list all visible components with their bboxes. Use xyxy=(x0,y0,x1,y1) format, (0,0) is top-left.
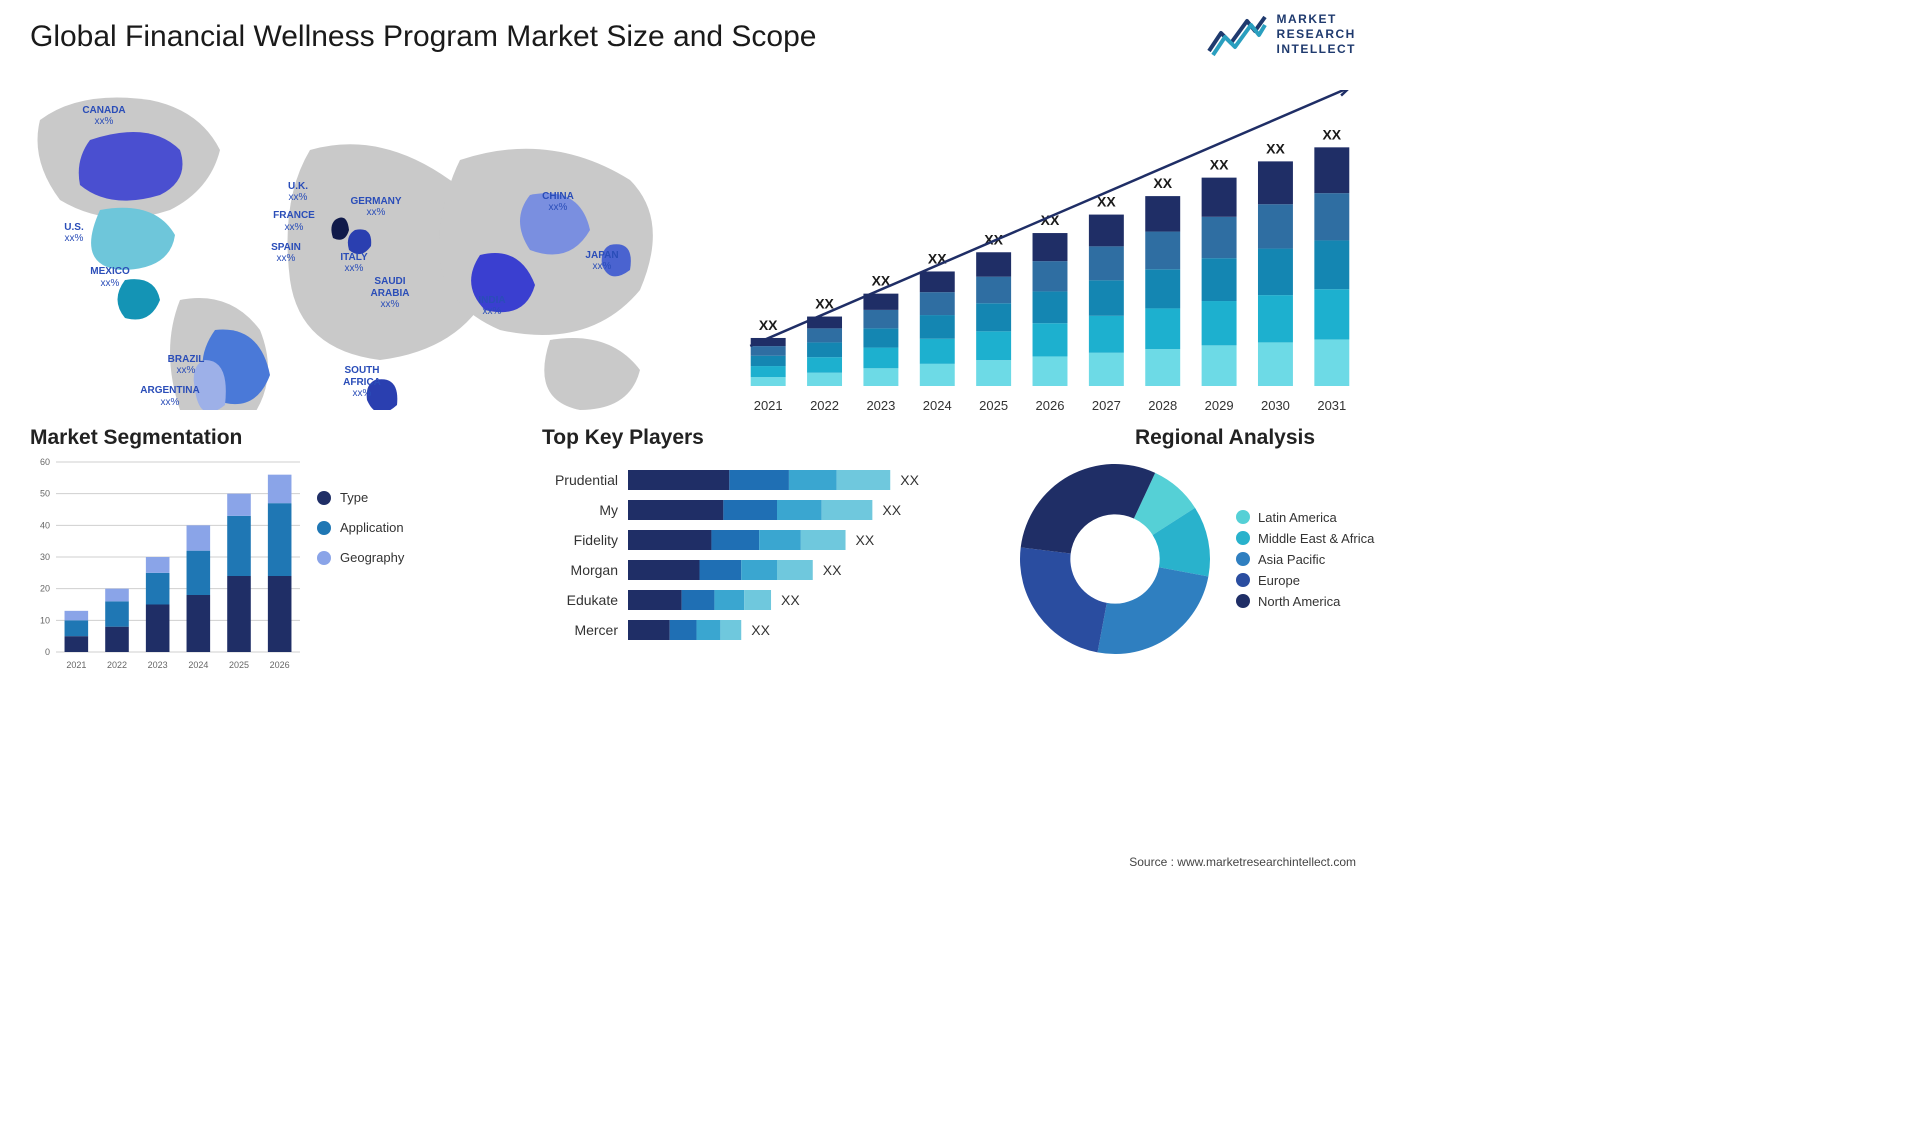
regional-title: Regional Analysis xyxy=(1010,426,1440,450)
svg-text:XX: XX xyxy=(823,562,842,578)
segmentation-section: Market Segmentation 0 10 20 30 40 50 60 2021 202… xyxy=(30,426,470,674)
map-label: GERMANYxx% xyxy=(350,196,401,219)
svg-text:2025: 2025 xyxy=(979,398,1008,413)
svg-text:2026: 2026 xyxy=(1036,398,1065,413)
brand-logo: MARKET RESEARCH INTELLECT xyxy=(1207,12,1357,57)
segmentation-title: Market Segmentation xyxy=(30,426,470,450)
players-title: Top Key Players xyxy=(542,426,972,450)
svg-text:2023: 2023 xyxy=(148,660,168,670)
regional-donut-chart xyxy=(1010,454,1220,664)
map-label: BRAZILxx% xyxy=(168,354,205,377)
svg-text:My: My xyxy=(599,502,618,518)
logo-mark-icon xyxy=(1207,13,1267,57)
page-title: Global Financial Wellness Program Market… xyxy=(30,20,816,54)
map-label: CANADAxx% xyxy=(82,105,125,128)
svg-text:10: 10 xyxy=(40,615,50,625)
logo-line1: MARKET xyxy=(1277,12,1357,27)
svg-text:2031: 2031 xyxy=(1317,398,1346,413)
svg-text:2024: 2024 xyxy=(188,660,208,670)
svg-text:XX: XX xyxy=(759,317,778,333)
svg-text:Mercer: Mercer xyxy=(574,622,618,638)
svg-text:30: 30 xyxy=(40,552,50,562)
legend-swatch-icon xyxy=(1236,573,1250,587)
svg-text:Morgan: Morgan xyxy=(571,562,618,578)
map-label: JAPANxx% xyxy=(585,250,618,273)
world-map: CANADAxx% U.S.xx% MEXICOxx% BRAZILxx% ARGENT… xyxy=(30,80,690,410)
svg-text:2026: 2026 xyxy=(270,660,290,670)
logo-line3: INTELLECT xyxy=(1277,42,1357,57)
world-map-svg xyxy=(30,80,690,410)
map-label: U.K.xx% xyxy=(288,181,308,204)
svg-text:60: 60 xyxy=(40,457,50,467)
legend-item: Latin America xyxy=(1236,510,1374,525)
svg-text:40: 40 xyxy=(40,520,50,530)
svg-text:XX: XX xyxy=(815,296,834,312)
logo-text: MARKET RESEARCH INTELLECT xyxy=(1277,12,1357,57)
svg-text:XX: XX xyxy=(1266,140,1285,156)
map-label: FRANCExx% xyxy=(273,210,315,233)
map-label: U.S.xx% xyxy=(64,222,83,245)
legend-swatch-icon xyxy=(1236,510,1250,524)
map-label: SAUDIARABIAxx% xyxy=(371,276,410,311)
map-label: ITALYxx% xyxy=(340,252,367,275)
legend-item: Middle East & Africa xyxy=(1236,531,1374,546)
legend-swatch-icon xyxy=(1236,552,1250,566)
source-text: Source : www.marketresearchintellect.com xyxy=(1129,855,1356,869)
logo-line2: RESEARCH xyxy=(1277,27,1357,42)
svg-text:Edukate: Edukate xyxy=(567,592,619,608)
svg-text:2024: 2024 xyxy=(923,398,952,413)
map-label: MEXICOxx% xyxy=(90,266,129,289)
svg-text:20: 20 xyxy=(40,584,50,594)
svg-text:2021: 2021 xyxy=(66,660,86,670)
svg-text:2022: 2022 xyxy=(810,398,839,413)
legend-label: Europe xyxy=(1258,573,1300,588)
svg-text:2029: 2029 xyxy=(1205,398,1234,413)
legend-label: Middle East & Africa xyxy=(1258,531,1374,546)
svg-text:XX: XX xyxy=(856,532,875,548)
legend-item: Asia Pacific xyxy=(1236,552,1374,567)
svg-text:XX: XX xyxy=(900,472,919,488)
map-label: ARGENTINAxx% xyxy=(140,385,199,408)
players-section: Top Key Players Prudential XX My XX Fidelity… xyxy=(542,426,972,670)
svg-text:2028: 2028 xyxy=(1148,398,1177,413)
svg-text:XX: XX xyxy=(882,502,901,518)
svg-text:XX: XX xyxy=(1153,175,1172,191)
legend-swatch-icon xyxy=(1236,594,1250,608)
map-label: CHINAxx% xyxy=(542,191,574,214)
legend-item: Europe xyxy=(1236,573,1374,588)
svg-text:2022: 2022 xyxy=(107,660,127,670)
map-label: INDIAxx% xyxy=(478,295,505,318)
svg-text:Application: Application xyxy=(340,520,404,535)
legend-label: Latin America xyxy=(1258,510,1337,525)
svg-text:2030: 2030 xyxy=(1261,398,1290,413)
map-label: SOUTHAFRICAxx% xyxy=(343,365,381,400)
legend-label: North America xyxy=(1258,594,1340,609)
legend-item: North America xyxy=(1236,594,1374,609)
svg-text:2021: 2021 xyxy=(754,398,783,413)
legend-swatch-icon xyxy=(1236,531,1250,545)
svg-text:2027: 2027 xyxy=(1092,398,1121,413)
svg-text:0: 0 xyxy=(45,647,50,657)
regional-section: Regional Analysis Latin America Middle Ea… xyxy=(1010,426,1440,664)
map-label: SPAINxx% xyxy=(271,242,301,265)
svg-text:XX: XX xyxy=(781,592,800,608)
svg-text:Type: Type xyxy=(340,490,368,505)
svg-text:2025: 2025 xyxy=(229,660,249,670)
svg-text:XX: XX xyxy=(1210,157,1229,173)
svg-text:Fidelity: Fidelity xyxy=(574,532,618,548)
regional-legend: Latin America Middle East & Africa Asia Pa… xyxy=(1236,504,1374,615)
svg-text:Geography: Geography xyxy=(340,550,405,565)
svg-text:2023: 2023 xyxy=(866,398,895,413)
main-bar-chart: XX2021XX2022XX2023XX2024XX2025XX2026XX20… xyxy=(730,90,1370,420)
legend-label: Asia Pacific xyxy=(1258,552,1325,567)
svg-text:Prudential: Prudential xyxy=(555,472,618,488)
svg-text:XX: XX xyxy=(1322,126,1341,142)
svg-text:XX: XX xyxy=(751,622,770,638)
svg-text:50: 50 xyxy=(40,489,50,499)
